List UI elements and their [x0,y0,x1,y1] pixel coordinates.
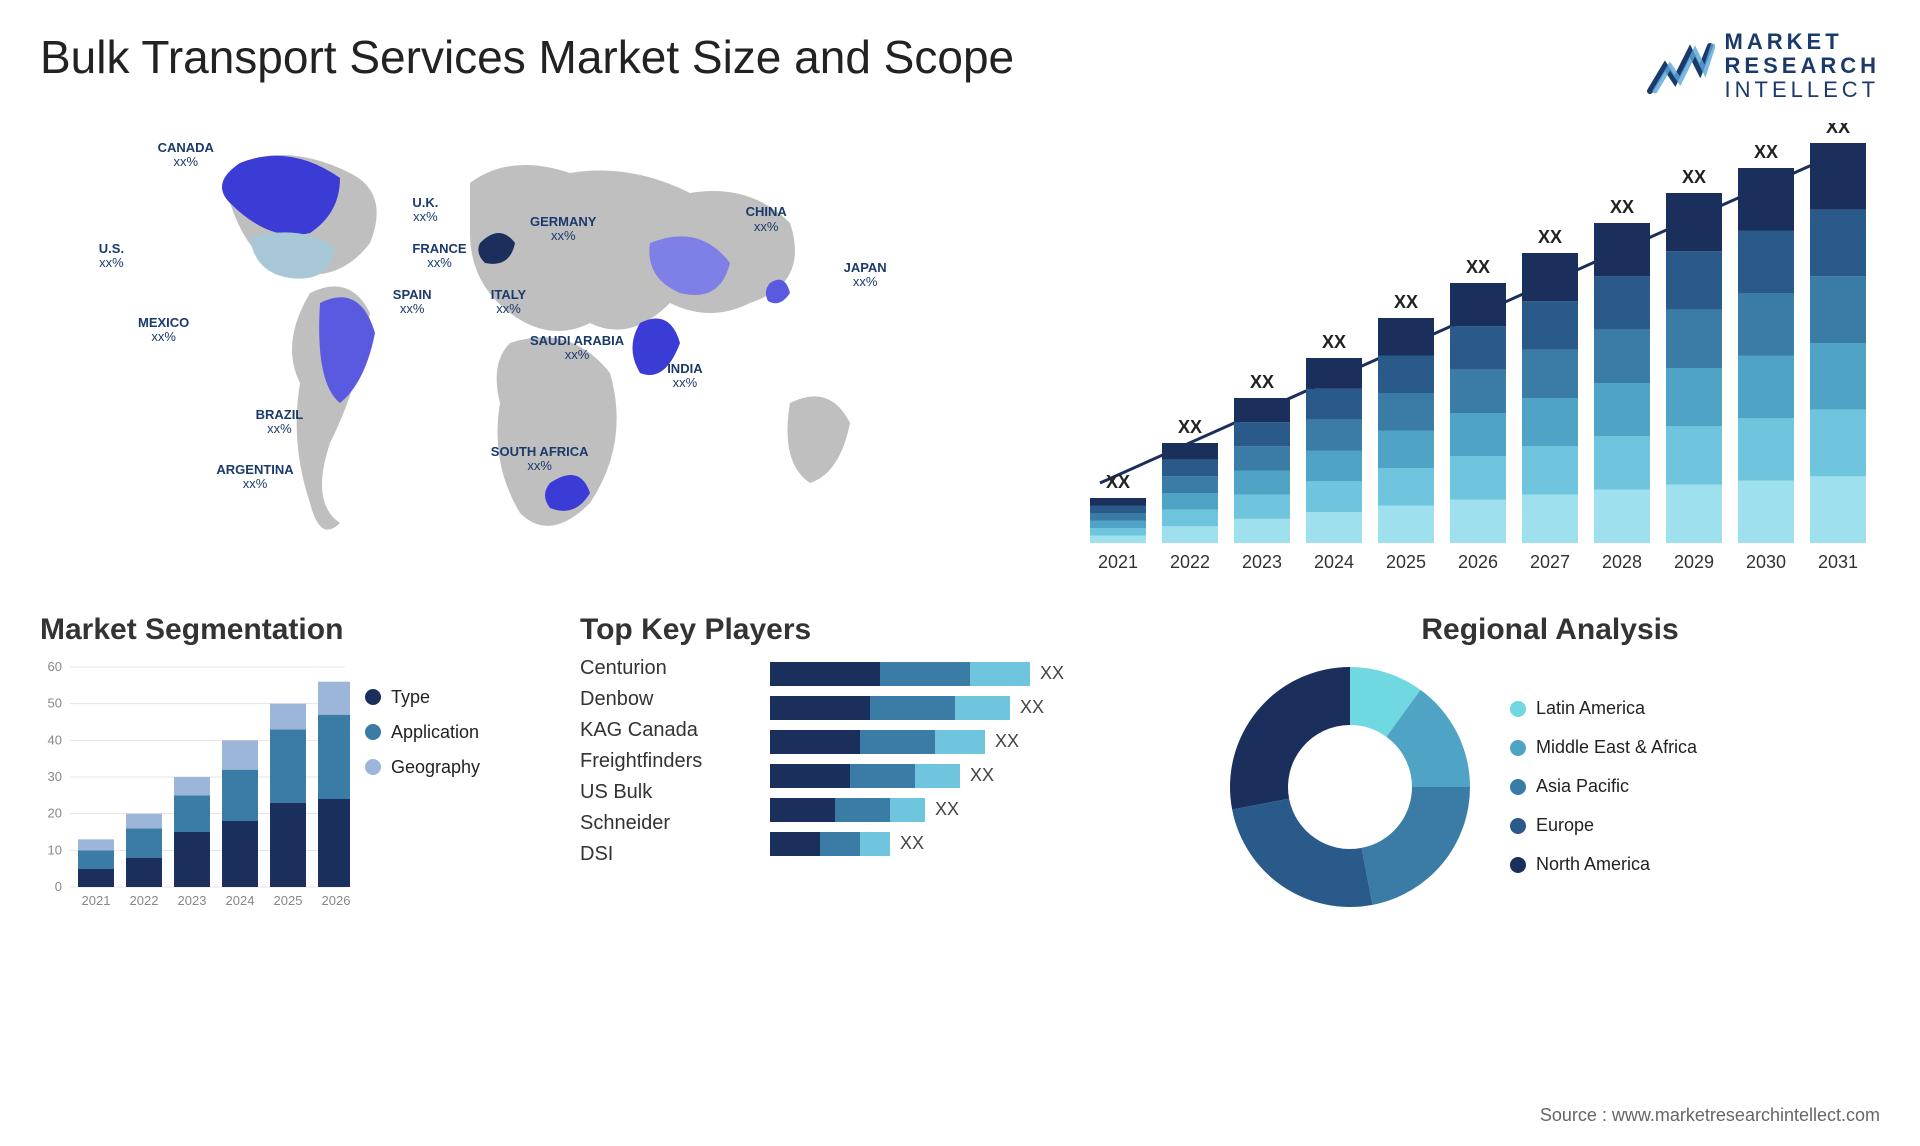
svg-text:2025: 2025 [1386,552,1426,572]
svg-text:2028: 2028 [1602,552,1642,572]
source-text: Source : www.marketresearchintellect.com [1540,1105,1880,1126]
players-list: Centurion Denbow KAG Canada Freightfinders U… [580,657,750,866]
regional-panel: Regional Analysis Latin America Middle Ea… [1220,613,1880,917]
svg-text:2026: 2026 [322,893,350,908]
svg-text:XX: XX [1466,257,1490,277]
player-name: KAG Canada [580,719,750,742]
player-bar-row: XX [770,831,1180,857]
svg-text:2029: 2029 [1674,552,1714,572]
svg-text:XX: XX [1610,197,1634,217]
regional-title: Regional Analysis [1220,613,1880,647]
map-label: CHINAxx% [746,205,787,234]
player-name: Freightfinders [580,750,750,773]
regional-legend: Latin America Middle East & Africa Asia Pa… [1510,698,1697,875]
players-panel: Top Key Players Centurion Denbow KAG Canad… [580,613,1180,917]
svg-text:2027: 2027 [1530,552,1570,572]
players-title: Top Key Players [580,613,1180,647]
map-label: U.S.xx% [99,242,124,271]
svg-text:20: 20 [48,805,62,820]
svg-text:XX: XX [1538,227,1562,247]
map-label: ITALYxx% [491,288,526,317]
svg-text:10: 10 [48,842,62,857]
svg-text:2022: 2022 [130,893,159,908]
svg-text:2026: 2026 [1458,552,1498,572]
top-row: CANADAxx% U.S.xx% MEXICOxx% BRAZILxx% ARGENT… [40,123,1880,583]
legend-item: Latin America [1510,698,1697,719]
svg-text:XX: XX [1394,292,1418,312]
page-title: Bulk Transport Services Market Size and … [40,30,1014,84]
legend-item: Middle East & Africa [1510,737,1697,758]
svg-text:60: 60 [48,659,62,674]
map-label: CANADAxx% [158,141,214,170]
legend-item: North America [1510,854,1697,875]
svg-text:0: 0 [55,879,62,894]
svg-text:30: 30 [48,769,62,784]
map-label: MEXICOxx% [138,316,189,345]
svg-text:2024: 2024 [1314,552,1354,572]
player-bar-row: XX [770,729,1180,755]
svg-text:XX: XX [1178,417,1202,437]
legend-item: Europe [1510,815,1697,836]
segmentation-title: Market Segmentation [40,613,540,647]
svg-text:2025: 2025 [274,893,303,908]
logo: MARKET RESEARCH INTELLECT [1645,30,1880,103]
svg-text:2030: 2030 [1746,552,1786,572]
svg-text:XX: XX [1322,332,1346,352]
svg-text:2023: 2023 [178,893,207,908]
svg-text:40: 40 [48,732,62,747]
player-name: Schneider [580,812,750,835]
svg-text:50: 50 [48,695,62,710]
player-bar-row: XX [770,797,1180,823]
svg-text:2023: 2023 [1242,552,1282,572]
legend-item: Asia Pacific [1510,776,1697,797]
map-label: ARGENTINAxx% [216,463,293,492]
player-bar-row: XX [770,763,1180,789]
player-bar-row: XX [770,695,1180,721]
svg-text:2021: 2021 [82,893,111,908]
segmentation-svg: 0 10 20 30 40 50 60 2021 2022 2023 2024 2025 2026 [40,657,350,917]
svg-text:2024: 2024 [226,893,255,908]
svg-text:XX: XX [1106,472,1130,492]
logo-line2: RESEARCH [1725,54,1880,78]
logo-icon [1645,36,1715,96]
player-name: Denbow [580,688,750,711]
segmentation-panel: Market Segmentation 0 10 20 30 40 50 60 2021 202… [40,613,540,917]
donut-svg [1220,657,1480,917]
svg-text:XX: XX [1754,142,1778,162]
header: Bulk Transport Services Market Size and … [40,30,1880,103]
bottom-row: Market Segmentation 0 10 20 30 40 50 60 2021 202… [40,613,1880,917]
legend-item: Type [365,687,480,708]
market-size-chart: XX 2021 XX 2022 XX 2023 XX 2024 XX 2025 XX 2026 XX 20… [1060,123,1880,583]
regional-donut [1220,657,1480,917]
svg-text:XX: XX [1682,167,1706,187]
map-label: GERMANYxx% [530,215,596,244]
map-label: JAPANxx% [844,261,887,290]
map-label: INDIAxx% [667,362,702,391]
player-name: DSI [580,843,750,866]
logo-text: MARKET RESEARCH INTELLECT [1725,30,1880,103]
svg-text:XX: XX [1826,123,1850,137]
map-label: SOUTH AFRICAxx% [491,445,589,474]
map-label: U.K.xx% [412,196,438,225]
world-map: CANADAxx% U.S.xx% MEXICOxx% BRAZILxx% ARGENT… [40,123,1020,583]
legend-item: Application [365,722,480,743]
player-name: US Bulk [580,781,750,804]
segmentation-chart: 0 10 20 30 40 50 60 2021 2022 2023 2024 2025 2026 [40,657,350,917]
market-size-svg: XX 2021 XX 2022 XX 2023 XX 2024 XX 2025 XX 2026 XX 20… [1060,123,1880,583]
svg-text:2021: 2021 [1098,552,1138,572]
logo-line1: MARKET [1725,30,1880,54]
map-label: SAUDI ARABIAxx% [530,334,624,363]
map-label: BRAZILxx% [256,408,304,437]
segmentation-legend: Type Application Geography [365,687,480,917]
map-label: FRANCExx% [412,242,466,271]
logo-line3: INTELLECT [1725,78,1880,102]
player-bar-row: XX [770,661,1180,687]
players-bars: XX XX XX XX XX XX [770,661,1180,866]
map-label: SPAINxx% [393,288,432,317]
svg-text:2031: 2031 [1818,552,1858,572]
player-name: Centurion [580,657,750,680]
svg-text:XX: XX [1250,372,1274,392]
legend-item: Geography [365,757,480,778]
svg-text:2022: 2022 [1170,552,1210,572]
